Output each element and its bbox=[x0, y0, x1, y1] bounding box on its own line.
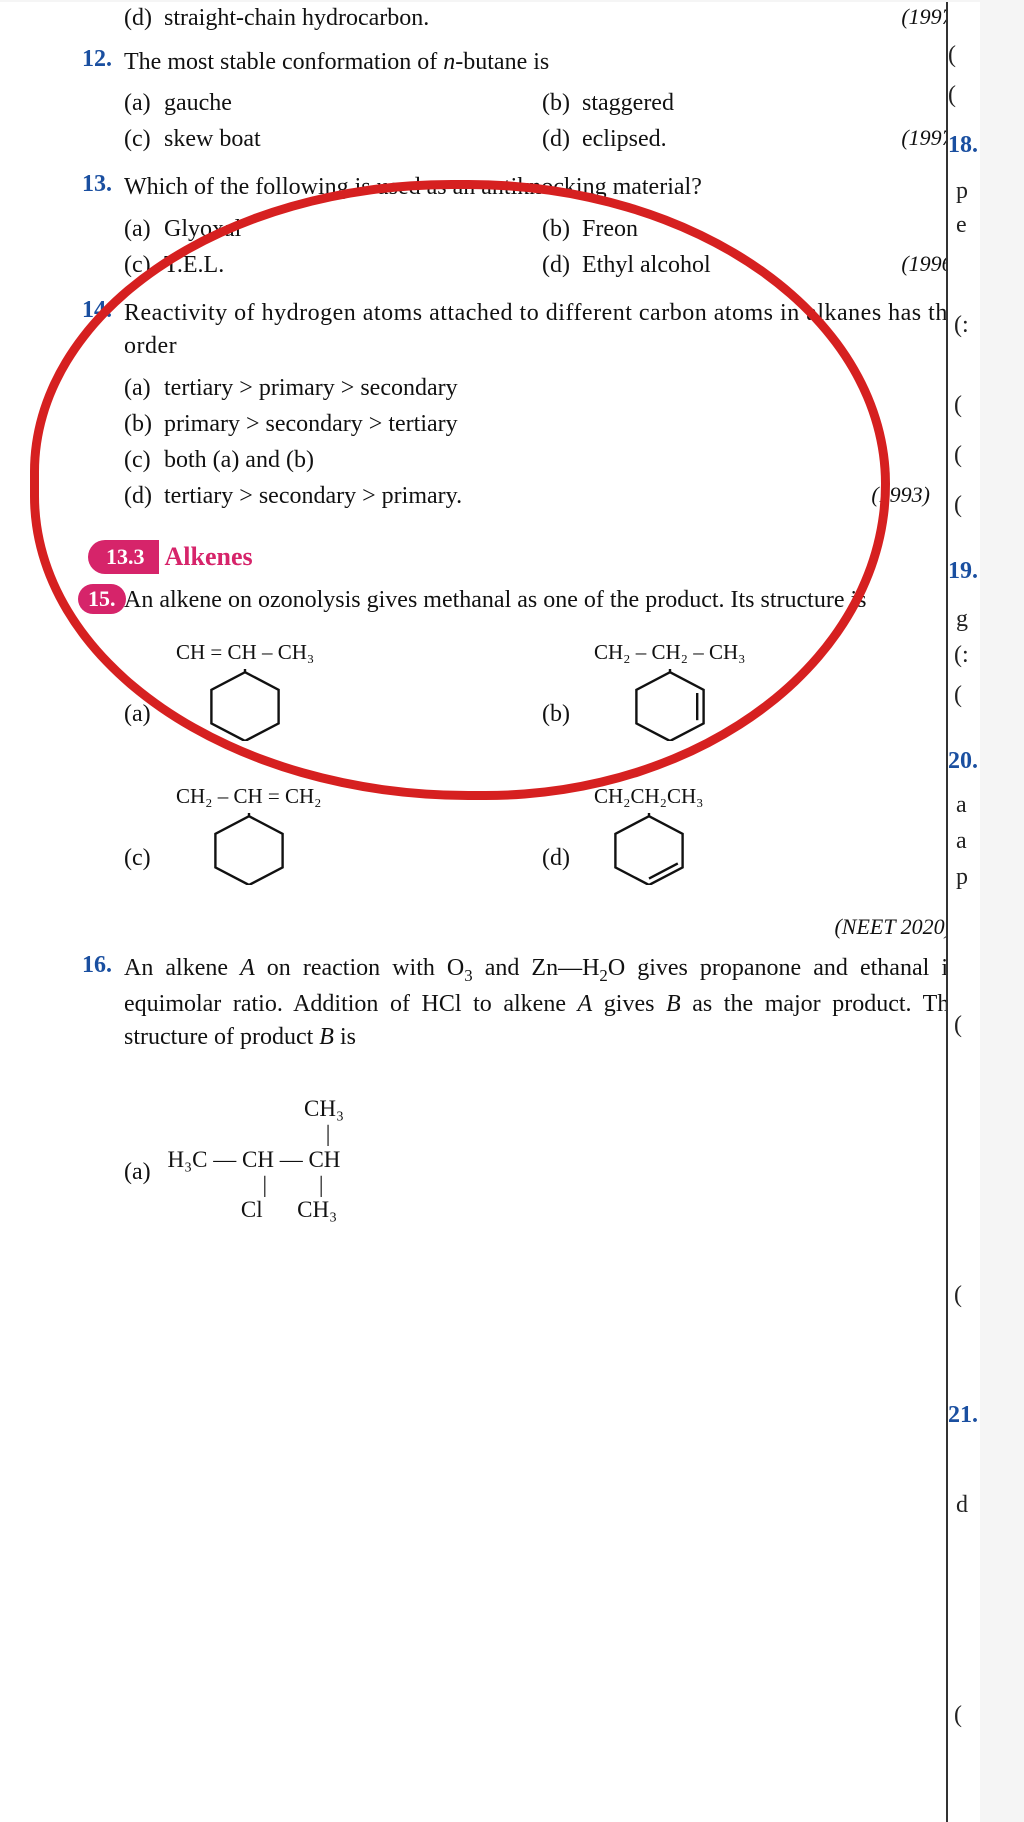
q15-stem: An alkene on ozonolysis gives methanal a… bbox=[124, 587, 867, 613]
q12-stem-b: n bbox=[443, 49, 455, 75]
hexagon-icon bbox=[203, 669, 287, 741]
q14-d-text: tertiary > secondary > primary. bbox=[164, 478, 871, 514]
q12: 12. The most stable conformation of n-bu… bbox=[80, 46, 960, 158]
q13-c-text: T.E.L. bbox=[164, 247, 542, 283]
q16-a-l2: | bbox=[164, 1121, 344, 1146]
q14-a-label: (a) bbox=[124, 370, 164, 406]
q16-a-struct: CH₃|H₃C — CH — CH| |Cl CH₃ bbox=[164, 1071, 344, 1273]
page: (d) straight-chain hydrocarbon. (1997) 1… bbox=[0, 2, 980, 1822]
q12-a-label: (a) bbox=[124, 85, 164, 121]
q16-a-l4: | | bbox=[164, 1172, 344, 1197]
q13-num: 13. bbox=[80, 171, 124, 198]
q13-d-text: Ethyl alcohol bbox=[582, 247, 887, 283]
r19-num: 19. bbox=[948, 558, 978, 584]
q15-d-chain: CH₂CH₂CH₃ bbox=[594, 782, 703, 811]
q12-d-label: (d) bbox=[542, 121, 582, 157]
r21-num: 21. bbox=[948, 1402, 978, 1428]
r21-pc: ( bbox=[954, 1702, 962, 1729]
q15-a-struct: CH = CH – CH₃ bbox=[176, 638, 314, 752]
r19-p2: (: bbox=[954, 642, 969, 669]
q13: 13. Which of the following is used as an… bbox=[80, 171, 960, 283]
q16-stem: An alkene A on reaction with O3 and Zn—H… bbox=[124, 952, 960, 1055]
section-header: 13.3 Alkenes bbox=[88, 540, 960, 574]
q16-a-l3: H₃C — CH — CH bbox=[164, 1147, 344, 1172]
q12-b-label: (b) bbox=[542, 85, 582, 121]
r20-a: a bbox=[956, 792, 967, 819]
r18-e: e bbox=[956, 212, 967, 239]
hexagon-icon bbox=[207, 813, 291, 885]
r18-paren: (: bbox=[954, 312, 969, 339]
q15-c-struct: CH₂ – CH = CH₂ bbox=[176, 782, 322, 896]
q14-num: 14. bbox=[80, 297, 124, 324]
q16-a-l5: Cl CH₃ bbox=[164, 1197, 344, 1222]
q13-c-label: (c) bbox=[124, 247, 164, 283]
q12-num: 12. bbox=[80, 46, 124, 73]
q15-a-label: (a) bbox=[124, 698, 164, 732]
q15: 15. An alkene on ozonolysis gives methan… bbox=[80, 584, 960, 942]
r21-d: d bbox=[956, 1492, 968, 1519]
q15-d-struct: CH₂CH₂CH₃ bbox=[594, 782, 703, 896]
q12-c-text: skew boat bbox=[164, 121, 542, 157]
r20-pc: ( bbox=[954, 1012, 962, 1039]
hexagon-icon bbox=[607, 813, 691, 885]
q15-a-chain: CH = CH – CH₃ bbox=[176, 638, 314, 667]
q11-remnant: (d) straight-chain hydrocarbon. (1997) bbox=[80, 2, 960, 36]
q15-year: (NEET 2020) bbox=[124, 912, 960, 943]
q15-d-label: (d) bbox=[542, 842, 582, 876]
q14-c-text: both (a) and (b) bbox=[164, 442, 960, 478]
q15-num: 15. bbox=[78, 584, 126, 614]
q16-a-l1: CH₃ bbox=[164, 1096, 344, 1121]
q11-d-text: straight-chain hydrocarbon. bbox=[164, 2, 901, 36]
r20-a2: a bbox=[956, 828, 967, 855]
r19-g: g bbox=[956, 606, 968, 633]
q15-c-label: (c) bbox=[124, 842, 164, 876]
q12-b-text: staggered bbox=[582, 85, 960, 121]
q13-d-label: (d) bbox=[542, 247, 582, 283]
q14-d-label: (d) bbox=[124, 478, 164, 514]
q16: 16. An alkene A on reaction with O3 and … bbox=[80, 952, 960, 1273]
q11-d-label: (d) bbox=[124, 2, 164, 36]
section-title: Alkenes bbox=[165, 542, 253, 572]
q12-a-text: gauche bbox=[164, 85, 542, 121]
q15-b-struct: CH₂ – CH₂ – CH₃ bbox=[594, 638, 745, 752]
q13-b-label: (b) bbox=[542, 211, 582, 247]
q15-c-chain: CH₂ – CH = CH₂ bbox=[176, 782, 322, 811]
r19-p3: ( bbox=[954, 682, 962, 709]
q12-stem-a: The most stable conformation of bbox=[124, 49, 443, 75]
q13-b-text: Freon bbox=[582, 211, 960, 247]
q13-a-label: (a) bbox=[124, 211, 164, 247]
q14-b-label: (b) bbox=[124, 406, 164, 442]
r20-p: p bbox=[956, 864, 968, 891]
q15-b-chain: CH₂ – CH₂ – CH₃ bbox=[594, 638, 745, 667]
q14-stem: Reactivity of hydrogen atoms attached to… bbox=[124, 300, 959, 360]
q12-d-text: eclipsed. bbox=[582, 121, 861, 157]
q13-a-text: Glyoxal bbox=[164, 211, 542, 247]
q14: 14. Reactivity of hydrogen atoms attache… bbox=[80, 297, 960, 514]
r20-num: 20. bbox=[948, 748, 978, 774]
right-column-cut: ( ( 18. V p e (: ( ( ( 19. T g (: ( 20. … bbox=[946, 2, 980, 1822]
q13-stem: Which of the following is used as an ant… bbox=[124, 174, 702, 200]
q15-row-ab: (a) CH = CH – CH₃ (b) CH₂ – CH₂ – CH₃ bbox=[124, 628, 960, 762]
q14-c-label: (c) bbox=[124, 442, 164, 478]
section-num: 13.3 bbox=[88, 540, 159, 574]
q14-b-text: primary > secondary > tertiary bbox=[164, 406, 960, 442]
q14-a-text: tertiary > primary > secondary bbox=[164, 370, 960, 406]
q15-b-label: (b) bbox=[542, 698, 582, 732]
q16-num: 16. bbox=[80, 952, 124, 979]
q16-a-label: (a) bbox=[124, 1154, 164, 1190]
r20-pc2: ( bbox=[954, 1282, 962, 1309]
q12-c-label: (c) bbox=[124, 121, 164, 157]
hexagon-icon bbox=[628, 669, 712, 741]
q15-row-cd: (c) CH₂ – CH = CH₂ (d) CH₂CH₂CH₃ bbox=[124, 772, 960, 906]
q12-stem-c: -butane is bbox=[455, 49, 549, 75]
r18-num: 18. bbox=[948, 132, 978, 158]
r18-p: p bbox=[956, 178, 968, 205]
